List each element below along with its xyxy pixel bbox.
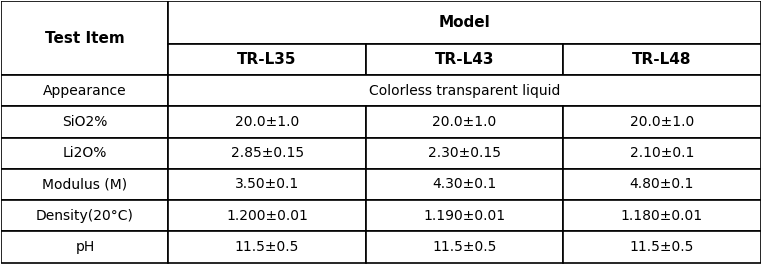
Text: Appearance: Appearance [43,84,126,98]
Bar [168,138,366,169]
Bar [2,106,168,138]
Bar [168,75,760,106]
Bar [563,138,760,169]
Text: TR-L48: TR-L48 [632,52,692,67]
Bar [2,1,168,75]
Text: 3.50±0.1: 3.50±0.1 [235,177,299,191]
Text: 4.30±0.1: 4.30±0.1 [432,177,497,191]
Text: 2.30±0.15: 2.30±0.15 [428,146,501,160]
Bar [2,138,168,169]
Bar [366,43,563,75]
Bar [2,75,168,106]
Text: 20.0±1.0: 20.0±1.0 [629,115,694,129]
Bar [366,138,563,169]
Text: 11.5±0.5: 11.5±0.5 [629,240,694,254]
Text: Li2O%: Li2O% [62,146,107,160]
Bar [168,106,366,138]
Bar [563,169,760,200]
Bar [366,169,563,200]
Text: 1.190±0.01: 1.190±0.01 [424,209,505,223]
Bar [366,106,563,138]
Bar [2,232,168,263]
Text: 1.180±0.01: 1.180±0.01 [621,209,703,223]
Bar [2,200,168,232]
Text: TR-L43: TR-L43 [435,52,495,67]
Text: 11.5±0.5: 11.5±0.5 [235,240,299,254]
Text: Colorless transparent liquid: Colorless transparent liquid [369,84,560,98]
Text: Model: Model [439,15,491,30]
Text: Modulus (M): Modulus (M) [43,177,127,191]
Bar [168,232,366,263]
Bar [563,200,760,232]
Bar [563,43,760,75]
Bar [366,232,563,263]
Bar [563,232,760,263]
Text: pH: pH [75,240,94,254]
Text: 4.80±0.1: 4.80±0.1 [629,177,694,191]
Bar [168,169,366,200]
Bar [366,200,563,232]
Text: 20.0±1.0: 20.0±1.0 [432,115,497,129]
Bar [2,169,168,200]
Bar [168,43,366,75]
Text: 1.200±0.01: 1.200±0.01 [226,209,308,223]
Text: 11.5±0.5: 11.5±0.5 [432,240,497,254]
Text: SiO2%: SiO2% [62,115,107,129]
Bar [168,200,366,232]
Bar [563,106,760,138]
Text: 2.85±0.15: 2.85±0.15 [231,146,304,160]
Text: Density(20°C): Density(20°C) [36,209,134,223]
Text: Test Item: Test Item [45,31,125,46]
Text: 20.0±1.0: 20.0±1.0 [235,115,299,129]
Text: 2.10±0.1: 2.10±0.1 [629,146,694,160]
Text: TR-L35: TR-L35 [238,52,297,67]
Bar [168,1,760,43]
